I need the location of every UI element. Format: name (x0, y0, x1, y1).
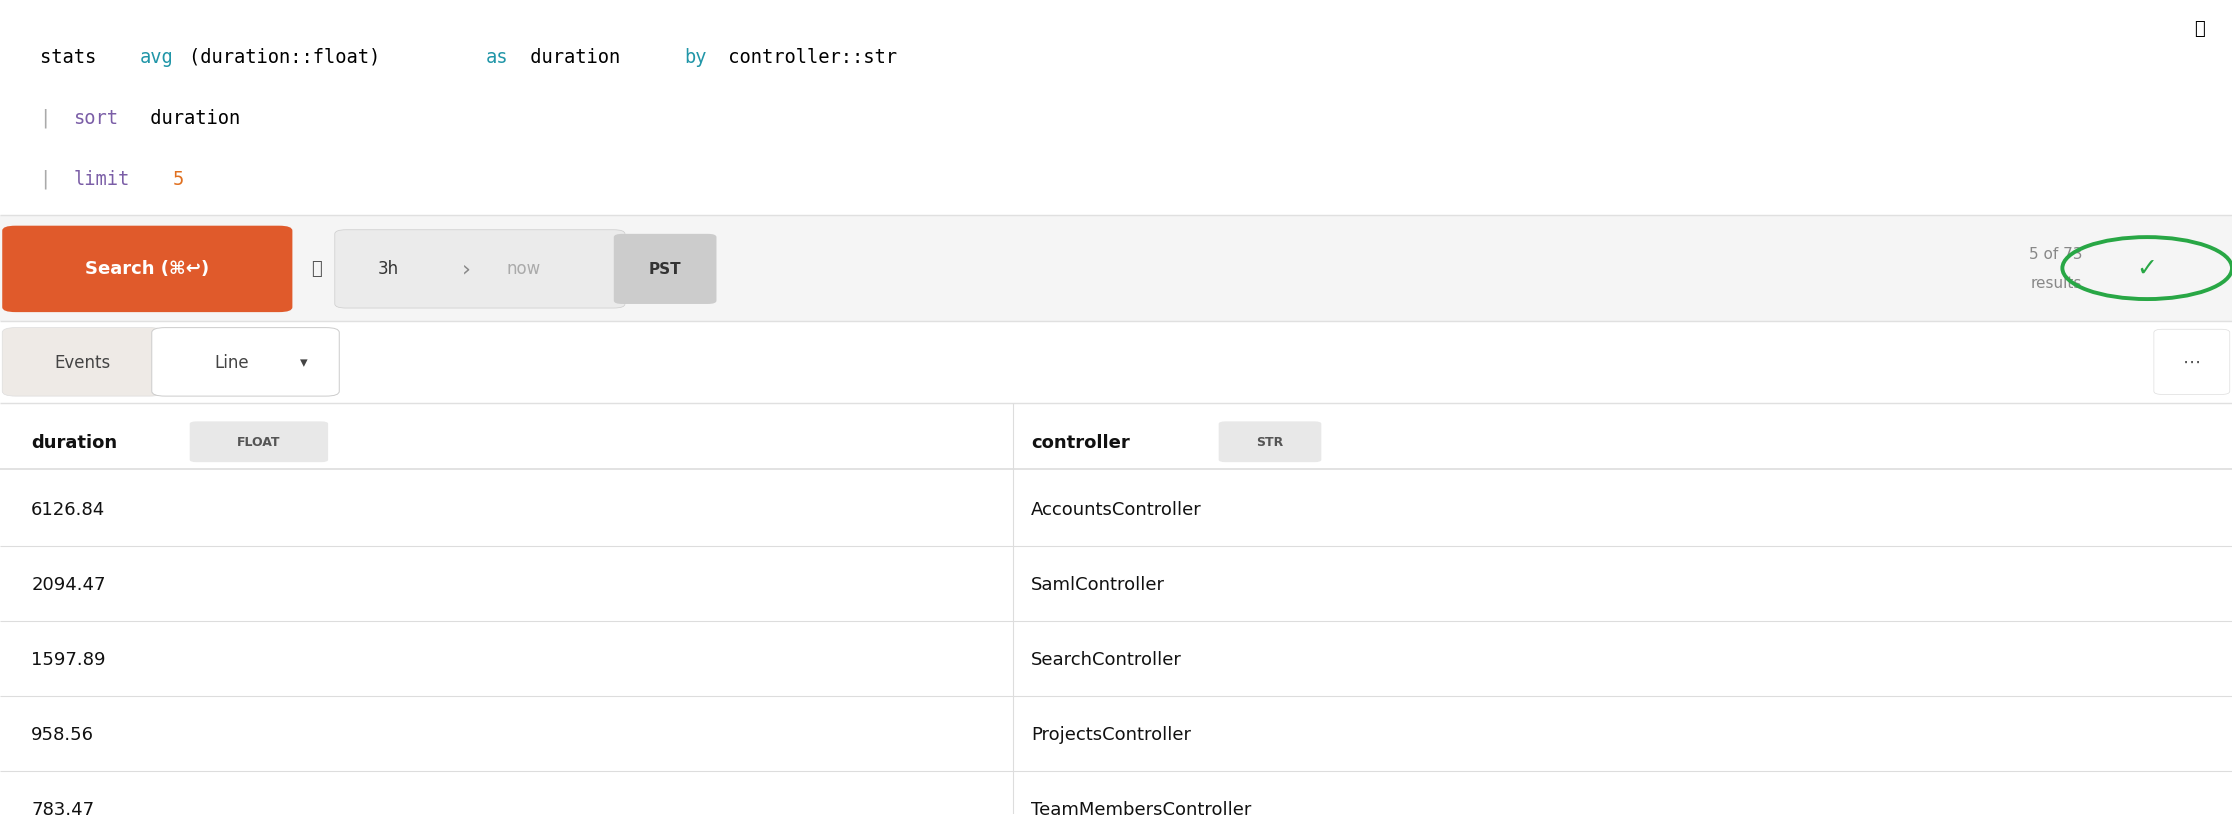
Text: ✓: ✓ (2136, 257, 2158, 281)
Text: FLOAT: FLOAT (237, 436, 281, 449)
Text: results: results (2031, 276, 2082, 291)
FancyBboxPatch shape (2, 328, 163, 396)
Text: 3h: 3h (377, 260, 397, 278)
FancyBboxPatch shape (614, 234, 716, 305)
Text: duration: duration (520, 48, 632, 66)
Text: 6126.84: 6126.84 (31, 500, 105, 518)
FancyBboxPatch shape (0, 322, 2232, 403)
FancyBboxPatch shape (0, 0, 2232, 216)
Text: limit: limit (74, 170, 129, 188)
Text: ⏱: ⏱ (312, 260, 321, 278)
Text: 958.56: 958.56 (31, 725, 94, 743)
Text: |: | (40, 170, 62, 189)
FancyBboxPatch shape (1219, 422, 1321, 463)
Text: 5 of 73: 5 of 73 (2029, 247, 2082, 261)
Text: STR: STR (1257, 436, 1283, 449)
Text: stats: stats (40, 48, 107, 66)
Text: ›: › (462, 259, 471, 278)
Text: duration: duration (31, 433, 118, 451)
Text: Line: Line (214, 354, 250, 371)
Text: ProjectsController: ProjectsController (1031, 725, 1192, 743)
Text: as: as (487, 48, 509, 66)
Text: ⋯: ⋯ (2183, 354, 2201, 371)
Text: controller::str: controller::str (716, 48, 897, 66)
Text: now: now (507, 260, 540, 278)
Text: by: by (685, 48, 708, 66)
Circle shape (2062, 238, 2232, 300)
Text: 2094.47: 2094.47 (31, 575, 105, 593)
Text: SearchController: SearchController (1031, 650, 1183, 667)
Text: sort: sort (74, 109, 118, 128)
FancyBboxPatch shape (2154, 330, 2230, 395)
Text: ▾: ▾ (299, 355, 308, 370)
Text: 783.47: 783.47 (31, 799, 94, 817)
Text: AccountsController: AccountsController (1031, 500, 1203, 518)
Text: 1597.89: 1597.89 (31, 650, 105, 667)
Text: PST: PST (650, 261, 681, 276)
FancyBboxPatch shape (152, 328, 339, 396)
FancyBboxPatch shape (190, 422, 328, 463)
FancyBboxPatch shape (2, 226, 292, 313)
Text: 📋: 📋 (2194, 20, 2205, 38)
Text: 5: 5 (172, 170, 183, 188)
Text: |: | (40, 108, 62, 128)
Text: Search (⌘↩): Search (⌘↩) (85, 260, 210, 278)
Text: SamlController: SamlController (1031, 575, 1165, 593)
FancyBboxPatch shape (335, 230, 625, 309)
Text: TeamMembersController: TeamMembersController (1031, 799, 1252, 817)
Text: duration: duration (138, 109, 241, 128)
Text: controller: controller (1031, 433, 1129, 451)
Text: avg: avg (138, 48, 174, 66)
Text: (duration::float): (duration::float) (190, 48, 391, 66)
Text: Events: Events (54, 354, 112, 371)
FancyBboxPatch shape (0, 216, 2232, 322)
